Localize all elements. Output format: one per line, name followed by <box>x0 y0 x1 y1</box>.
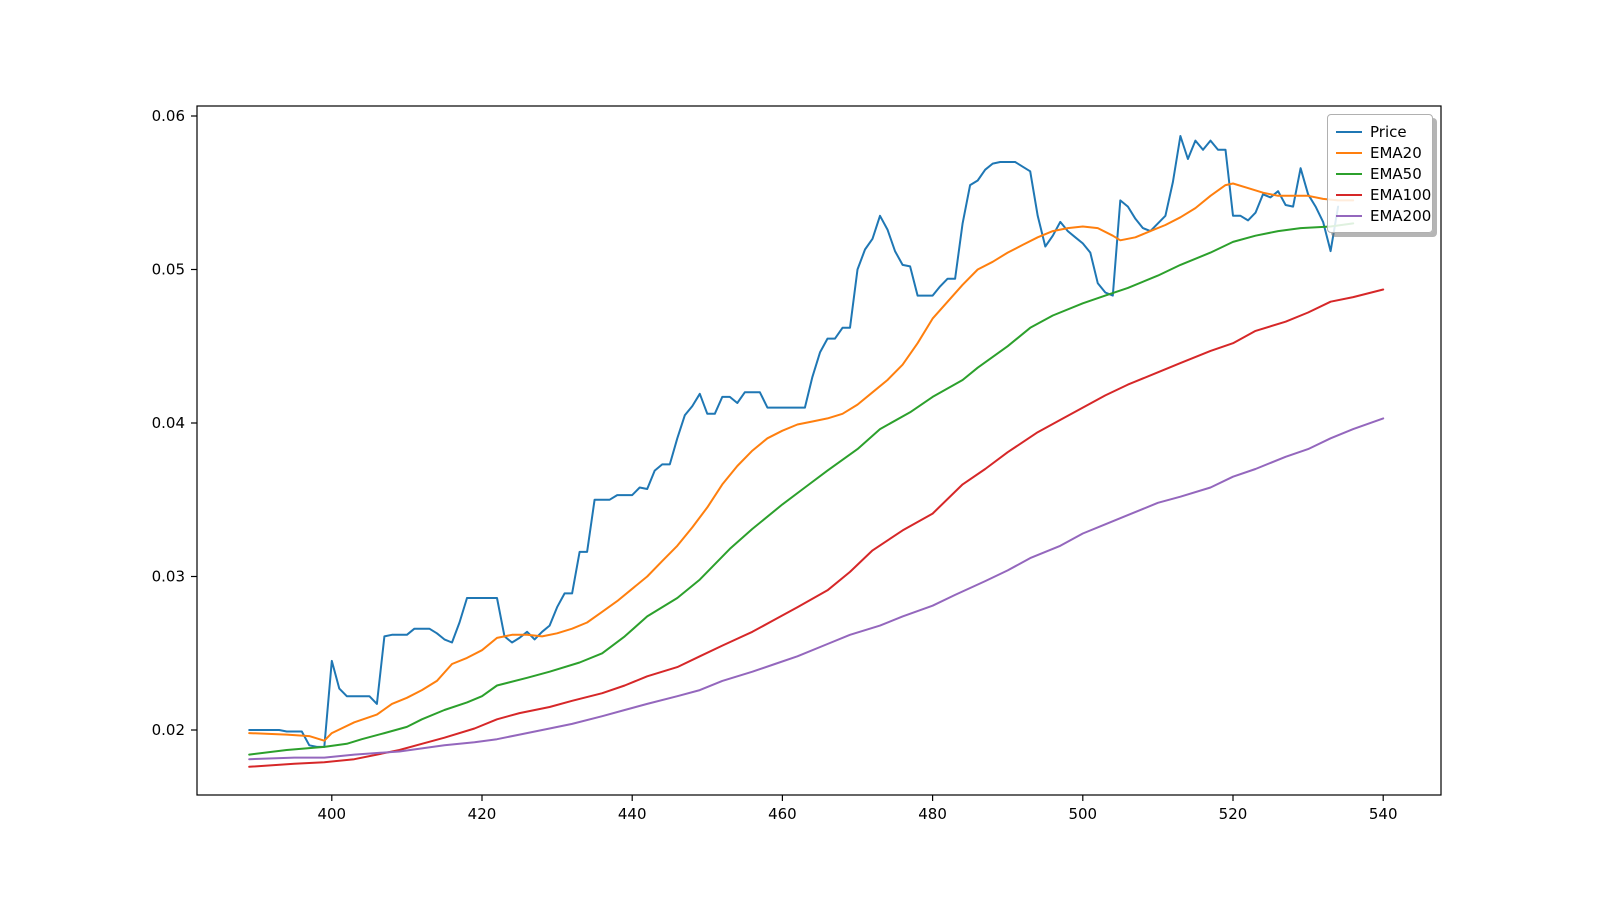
y-tick-label: 0.05 <box>152 261 185 279</box>
legend-item-ema200[interactable]: EMA200 <box>1336 205 1431 226</box>
series-line-price <box>248 135 1340 748</box>
x-tick-label: 480 <box>918 805 947 823</box>
legend-line-sample-ema100 <box>1336 193 1362 196</box>
legend-label: EMA200 <box>1370 206 1432 225</box>
x-tick-label: 440 <box>618 805 647 823</box>
series-line-ema50 <box>248 222 1355 756</box>
series-line-ema20 <box>248 182 1355 742</box>
y-tick-label: 0.03 <box>152 568 185 586</box>
legend-item-ema20[interactable]: EMA20 <box>1336 142 1424 163</box>
plot-border <box>196 105 1442 796</box>
legend-line-sample-ema50 <box>1336 172 1362 175</box>
legend-label: Price <box>1370 122 1407 141</box>
legend-item-ema100[interactable]: EMA100 <box>1336 184 1431 205</box>
y-tick-label: 0.06 <box>152 107 185 125</box>
x-tick-label: 540 <box>1369 805 1398 823</box>
legend-item-ema50[interactable]: EMA50 <box>1336 163 1424 184</box>
x-tick-label: 500 <box>1068 805 1097 823</box>
legend-item-price[interactable]: Price <box>1336 121 1424 142</box>
legend: Price EMA20 EMA50 EMA100 EMA200 <box>1327 114 1433 233</box>
series-line-ema100 <box>248 288 1385 768</box>
x-tick-label: 520 <box>1219 805 1248 823</box>
legend-label: EMA20 <box>1370 143 1422 162</box>
legend-line-sample-price <box>1336 130 1362 133</box>
x-tick-label: 400 <box>317 805 346 823</box>
x-tick-label: 460 <box>768 805 797 823</box>
y-tick-label: 0.02 <box>152 721 185 739</box>
x-tick-label: 420 <box>468 805 497 823</box>
series-line-ema200 <box>248 417 1385 761</box>
y-tick-label: 0.04 <box>152 414 185 432</box>
legend-label: EMA100 <box>1370 185 1432 204</box>
legend-line-sample-ema200 <box>1336 214 1362 217</box>
legend-label: EMA50 <box>1370 164 1422 183</box>
legend-line-sample-ema20 <box>1336 151 1362 154</box>
